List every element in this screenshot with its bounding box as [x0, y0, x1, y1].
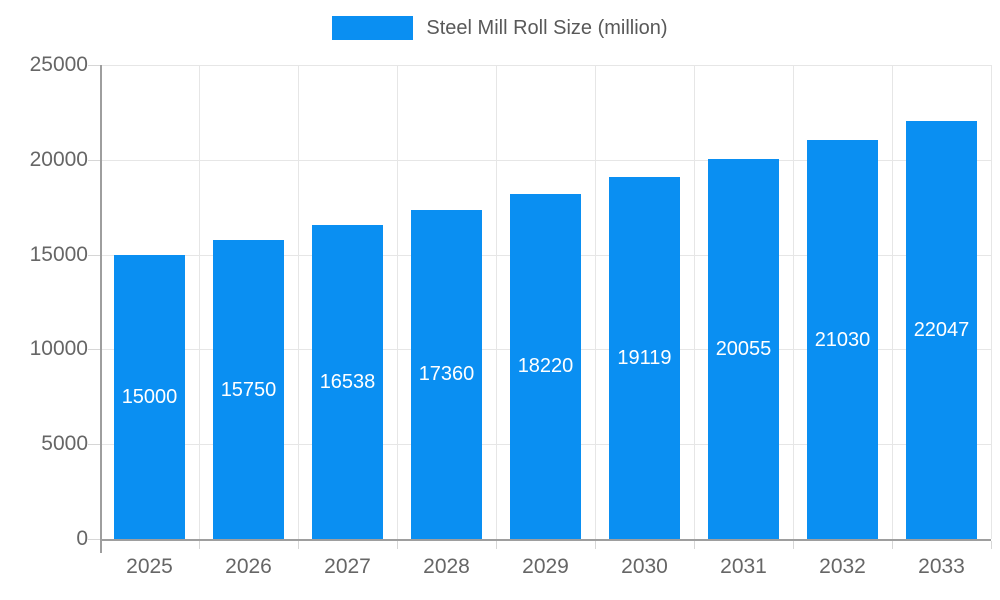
y-axis-tick-label: 10000: [29, 337, 88, 361]
gridline-vertical: [397, 65, 398, 539]
gridline-vertical: [595, 65, 596, 539]
y-axis-tick-label: 5000: [41, 432, 88, 456]
bar: [510, 193, 581, 539]
x-axis-line: [100, 539, 991, 541]
bar-value-label: 20055: [715, 337, 772, 360]
y-axis-tick-label: 20000: [29, 147, 88, 171]
x-axis-tick: [793, 541, 794, 549]
x-axis-tick: [991, 541, 992, 549]
gridline-vertical: [991, 65, 992, 539]
x-axis-tick-label: 2032: [819, 555, 866, 578]
gridline-vertical: [199, 65, 200, 539]
gridline-horizontal: [100, 65, 991, 66]
x-axis-tick-label: 2025: [126, 555, 173, 578]
bar-value-label: 22047: [913, 318, 970, 341]
bar: [213, 240, 284, 539]
x-axis-tick: [199, 541, 200, 549]
x-axis-tick: [694, 541, 695, 549]
x-axis-tick: [298, 541, 299, 549]
x-axis-tick: [595, 541, 596, 549]
bar: [312, 225, 383, 539]
bar: [609, 176, 680, 539]
y-axis-tick: [88, 159, 100, 161]
y-axis-line: [100, 65, 102, 553]
y-axis-tick: [88, 254, 100, 256]
x-axis-tick-label: 2026: [225, 555, 272, 578]
bar-value-label: 17360: [418, 363, 475, 386]
gridline-vertical: [793, 65, 794, 539]
bar: [708, 158, 779, 539]
y-axis-tick: [88, 349, 100, 351]
bar-value-label: 15750: [220, 378, 277, 401]
y-axis-tick-label: 0: [76, 527, 88, 550]
gridline-vertical: [892, 65, 893, 539]
x-axis-tick-label: 2027: [324, 555, 371, 578]
x-axis-tick-label: 2031: [720, 555, 767, 578]
x-axis-tick-label: 2030: [621, 555, 668, 578]
y-axis-tick: [88, 65, 100, 66]
legend: Steel Mill Roll Size (million): [0, 16, 1000, 40]
legend-swatch[interactable]: [332, 16, 414, 40]
bar: [411, 209, 482, 539]
bar: [807, 140, 878, 539]
bar: [906, 120, 977, 539]
bar-value-label: 16538: [319, 371, 376, 394]
bar-value-label: 19119: [617, 346, 672, 369]
gridline-vertical: [694, 65, 695, 539]
gridline-vertical: [298, 65, 299, 539]
y-axis-tick-label: 15000: [29, 242, 88, 266]
x-axis-tick-label: 2029: [522, 555, 569, 578]
bar-value-label: 18220: [517, 355, 574, 378]
bar-value-label: 21030: [814, 328, 871, 351]
gridline-vertical: [496, 65, 497, 539]
x-axis-tick: [496, 541, 497, 549]
legend-label[interactable]: Steel Mill Roll Size (million): [426, 17, 668, 39]
x-axis-tick: [397, 541, 398, 549]
gridline-horizontal: [100, 159, 991, 161]
x-axis-tick-label: 2028: [423, 555, 470, 578]
y-axis-tick: [88, 444, 100, 446]
y-axis-tick-label: 25000: [29, 53, 88, 76]
bar: [114, 254, 185, 539]
x-axis-tick-label: 2033: [918, 555, 965, 578]
y-axis-tick: [88, 539, 100, 540]
plot-area: 0 5000 10000 15000 20000 25000 15000 2025 15750 2…: [30, 53, 992, 578]
bar-value-label: 15000: [121, 385, 178, 408]
x-axis-tick: [892, 541, 893, 549]
